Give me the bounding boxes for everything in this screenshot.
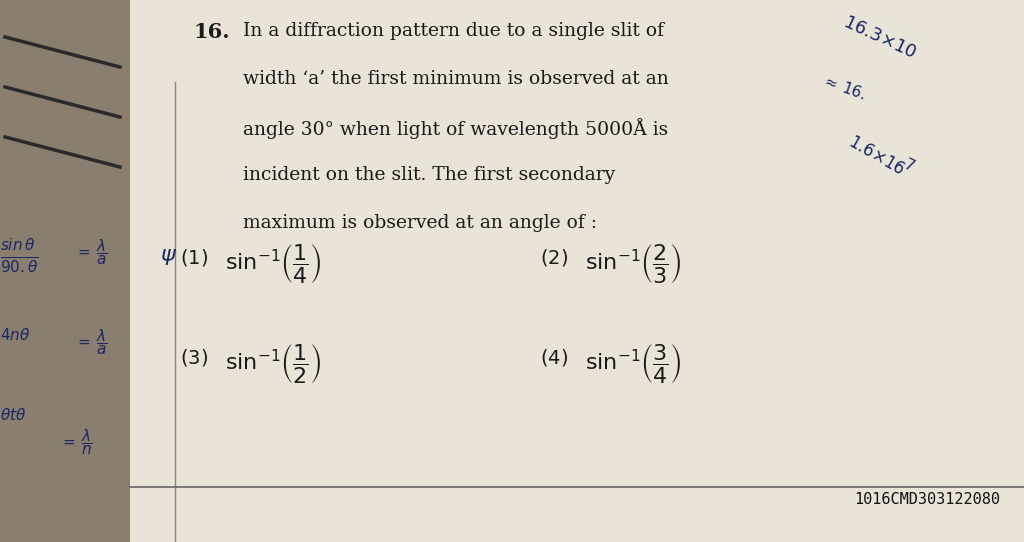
- Text: $\sin^{-1}\!\left(\dfrac{1}{2}\right)$: $\sin^{-1}\!\left(\dfrac{1}{2}\right)$: [225, 342, 322, 385]
- Text: $\overline{90.\theta}$: $\overline{90.\theta}$: [0, 257, 39, 277]
- Text: $\mathit{sin\,\theta}$: $\mathit{sin\,\theta}$: [0, 237, 36, 253]
- Text: width ‘a’ the first minimum is observed at an: width ‘a’ the first minimum is observed …: [243, 70, 669, 88]
- Text: In a diffraction pattern due to a single slit of: In a diffraction pattern due to a single…: [243, 22, 664, 40]
- Bar: [130, 0, 1024, 542]
- Text: $=\,\dfrac{\lambda}{a}$: $=\,\dfrac{\lambda}{a}$: [75, 327, 108, 357]
- Text: incident on the slit. The first secondary: incident on the slit. The first secondar…: [243, 166, 615, 184]
- Text: $\mathit{\approx\,16.}$: $\mathit{\approx\,16.}$: [820, 72, 868, 103]
- Text: $\sin^{-1}\!\left(\dfrac{3}{4}\right)$: $\sin^{-1}\!\left(\dfrac{3}{4}\right)$: [585, 342, 682, 385]
- Text: $(3)$: $(3)$: [180, 347, 208, 368]
- Text: maximum is observed at an angle of :: maximum is observed at an angle of :: [243, 214, 597, 232]
- Text: $=\,\dfrac{\lambda}{n}$: $=\,\dfrac{\lambda}{n}$: [60, 427, 93, 457]
- Text: $\sin^{-1}\!\left(\dfrac{2}{3}\right)$: $\sin^{-1}\!\left(\dfrac{2}{3}\right)$: [585, 242, 682, 285]
- Text: 1016CMD303122080: 1016CMD303122080: [854, 492, 1000, 507]
- Text: $\mathit{4n\theta}$: $\mathit{4n\theta}$: [0, 327, 31, 343]
- Text: $\mathit{.7}$: $\mathit{.7}$: [895, 152, 919, 174]
- Text: $\mathit{\theta t\theta}$: $\mathit{\theta t\theta}$: [0, 407, 27, 423]
- Text: $\mathit{16.3{\times}10}$: $\mathit{16.3{\times}10}$: [840, 12, 919, 62]
- Text: $\mathit{\psi}$: $\mathit{\psi}$: [160, 247, 177, 267]
- Text: $(4)$: $(4)$: [540, 347, 568, 368]
- Text: angle 30° when light of wavelength 5000Å is: angle 30° when light of wavelength 5000Å…: [243, 118, 669, 139]
- Text: $(2)$: $(2)$: [540, 247, 568, 268]
- Text: $=\,\dfrac{\lambda}{a}$: $=\,\dfrac{\lambda}{a}$: [75, 237, 108, 267]
- Text: $\mathit{1.6{\times}16}$: $\mathit{1.6{\times}16}$: [845, 132, 908, 179]
- Text: 16.: 16.: [193, 22, 229, 42]
- Bar: [0, 0, 130, 542]
- Text: $(1)$: $(1)$: [180, 247, 208, 268]
- Text: $\sin^{-1}\!\left(\dfrac{1}{4}\right)$: $\sin^{-1}\!\left(\dfrac{1}{4}\right)$: [225, 242, 322, 285]
